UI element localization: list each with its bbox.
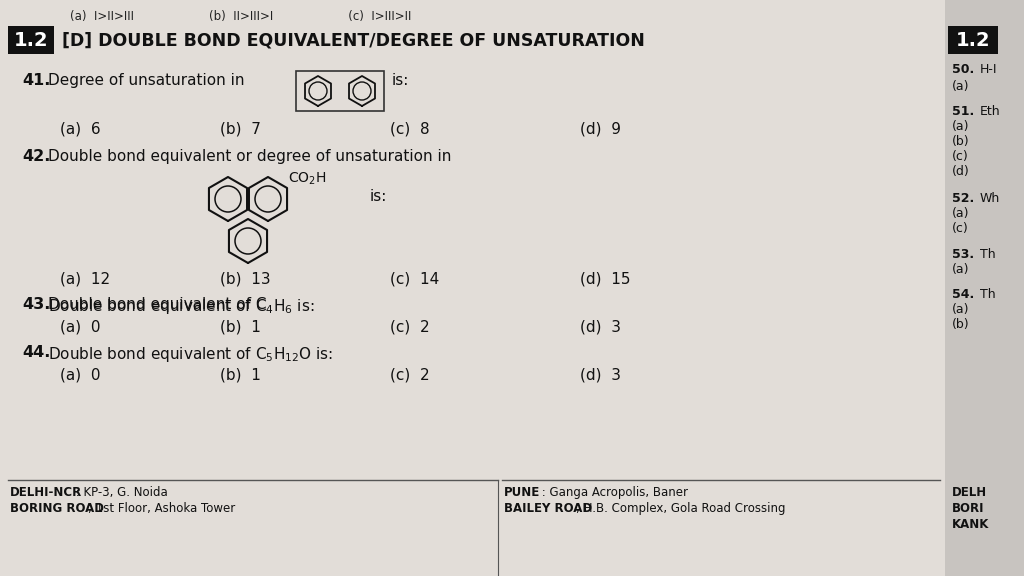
Text: 1.2: 1.2	[13, 31, 48, 50]
Text: (a)  I>II>III                    (b)  II>III>I                    (c)  I>III>II: (a) I>II>III (b) II>III>I (c) I>III>II	[70, 10, 412, 23]
Text: ; 1st Floor, Ashoka Tower: ; 1st Floor, Ashoka Tower	[88, 502, 236, 515]
Text: 50.: 50.	[952, 63, 974, 76]
Text: (c)  2: (c) 2	[390, 319, 430, 334]
Text: (a): (a)	[952, 80, 970, 93]
Text: 1.2: 1.2	[955, 31, 990, 50]
Text: (b)  13: (b) 13	[220, 271, 270, 286]
Text: Double bond equivalent of C$_4$H$_6$ is:: Double bond equivalent of C$_4$H$_6$ is:	[48, 297, 314, 316]
Text: (d)  9: (d) 9	[580, 121, 621, 136]
Text: (a)  0: (a) 0	[60, 367, 100, 382]
Text: (b)  1: (b) 1	[220, 367, 261, 382]
Text: KANK: KANK	[952, 518, 989, 531]
FancyBboxPatch shape	[0, 0, 945, 576]
Text: (a): (a)	[952, 263, 970, 276]
Text: is:: is:	[370, 189, 387, 204]
Text: BAILEY ROAD: BAILEY ROAD	[504, 502, 592, 515]
Text: (c): (c)	[952, 150, 969, 163]
Text: (c): (c)	[952, 222, 969, 235]
Text: is:: is:	[392, 73, 410, 88]
Text: [D] DOUBLE BOND EQUIVALENT/DEGREE OF UNSATURATION: [D] DOUBLE BOND EQUIVALENT/DEGREE OF UNS…	[62, 31, 645, 49]
Text: 43.: 43.	[22, 297, 50, 312]
FancyBboxPatch shape	[948, 26, 998, 54]
Text: DELH: DELH	[952, 486, 987, 499]
Text: H-I: H-I	[980, 63, 997, 76]
Text: (a)  12: (a) 12	[60, 271, 111, 286]
Text: (b)  7: (b) 7	[220, 121, 261, 136]
Text: (c)  14: (c) 14	[390, 271, 439, 286]
Text: : KP-3, G. Noida: : KP-3, G. Noida	[72, 486, 168, 499]
Text: BORI: BORI	[952, 502, 984, 515]
Text: Th: Th	[980, 248, 995, 261]
Text: (d)  3: (d) 3	[580, 319, 621, 334]
Text: 41.: 41.	[22, 73, 50, 88]
Text: (c)  8: (c) 8	[390, 121, 430, 136]
FancyBboxPatch shape	[945, 0, 1024, 576]
Text: ; H.B. Complex, Gola Road Crossing: ; H.B. Complex, Gola Road Crossing	[575, 502, 785, 515]
Text: BORING ROAD: BORING ROAD	[10, 502, 104, 515]
Text: PUNE: PUNE	[504, 486, 541, 499]
Text: 54.: 54.	[952, 288, 974, 301]
Text: 53.: 53.	[952, 248, 974, 261]
Text: Wh: Wh	[980, 192, 1000, 205]
FancyBboxPatch shape	[8, 26, 54, 54]
Text: 44.: 44.	[22, 345, 50, 360]
Text: (a)  0: (a) 0	[60, 319, 100, 334]
Text: Double bond equivalent of C$_5$H$_{12}$O is:: Double bond equivalent of C$_5$H$_{12}$O…	[48, 345, 333, 364]
Text: 42.: 42.	[22, 149, 50, 164]
Text: 51.: 51.	[952, 105, 974, 118]
Text: (b)  1: (b) 1	[220, 319, 261, 334]
Text: Degree of unsaturation in: Degree of unsaturation in	[48, 73, 245, 88]
Text: (a): (a)	[952, 207, 970, 220]
Text: : Ganga Acropolis, Baner: : Ganga Acropolis, Baner	[538, 486, 688, 499]
Text: (d)  3: (d) 3	[580, 367, 621, 382]
Text: DELHI-NCR: DELHI-NCR	[10, 486, 82, 499]
Text: Th: Th	[980, 288, 995, 301]
Text: (b): (b)	[952, 135, 970, 148]
Text: (a): (a)	[952, 120, 970, 133]
Text: (a): (a)	[952, 303, 970, 316]
Text: (a)  6: (a) 6	[60, 121, 100, 136]
Text: Double bond equivalent of C: Double bond equivalent of C	[48, 297, 266, 312]
Text: Eth: Eth	[980, 105, 1000, 118]
Text: (c)  2: (c) 2	[390, 367, 430, 382]
Text: (b): (b)	[952, 318, 970, 331]
Text: (d)  15: (d) 15	[580, 271, 631, 286]
Text: 52.: 52.	[952, 192, 974, 205]
Text: Double bond equivalent or degree of unsaturation in: Double bond equivalent or degree of unsa…	[48, 149, 452, 164]
Text: (d): (d)	[952, 165, 970, 178]
Text: CO$_2$H: CO$_2$H	[288, 171, 327, 187]
